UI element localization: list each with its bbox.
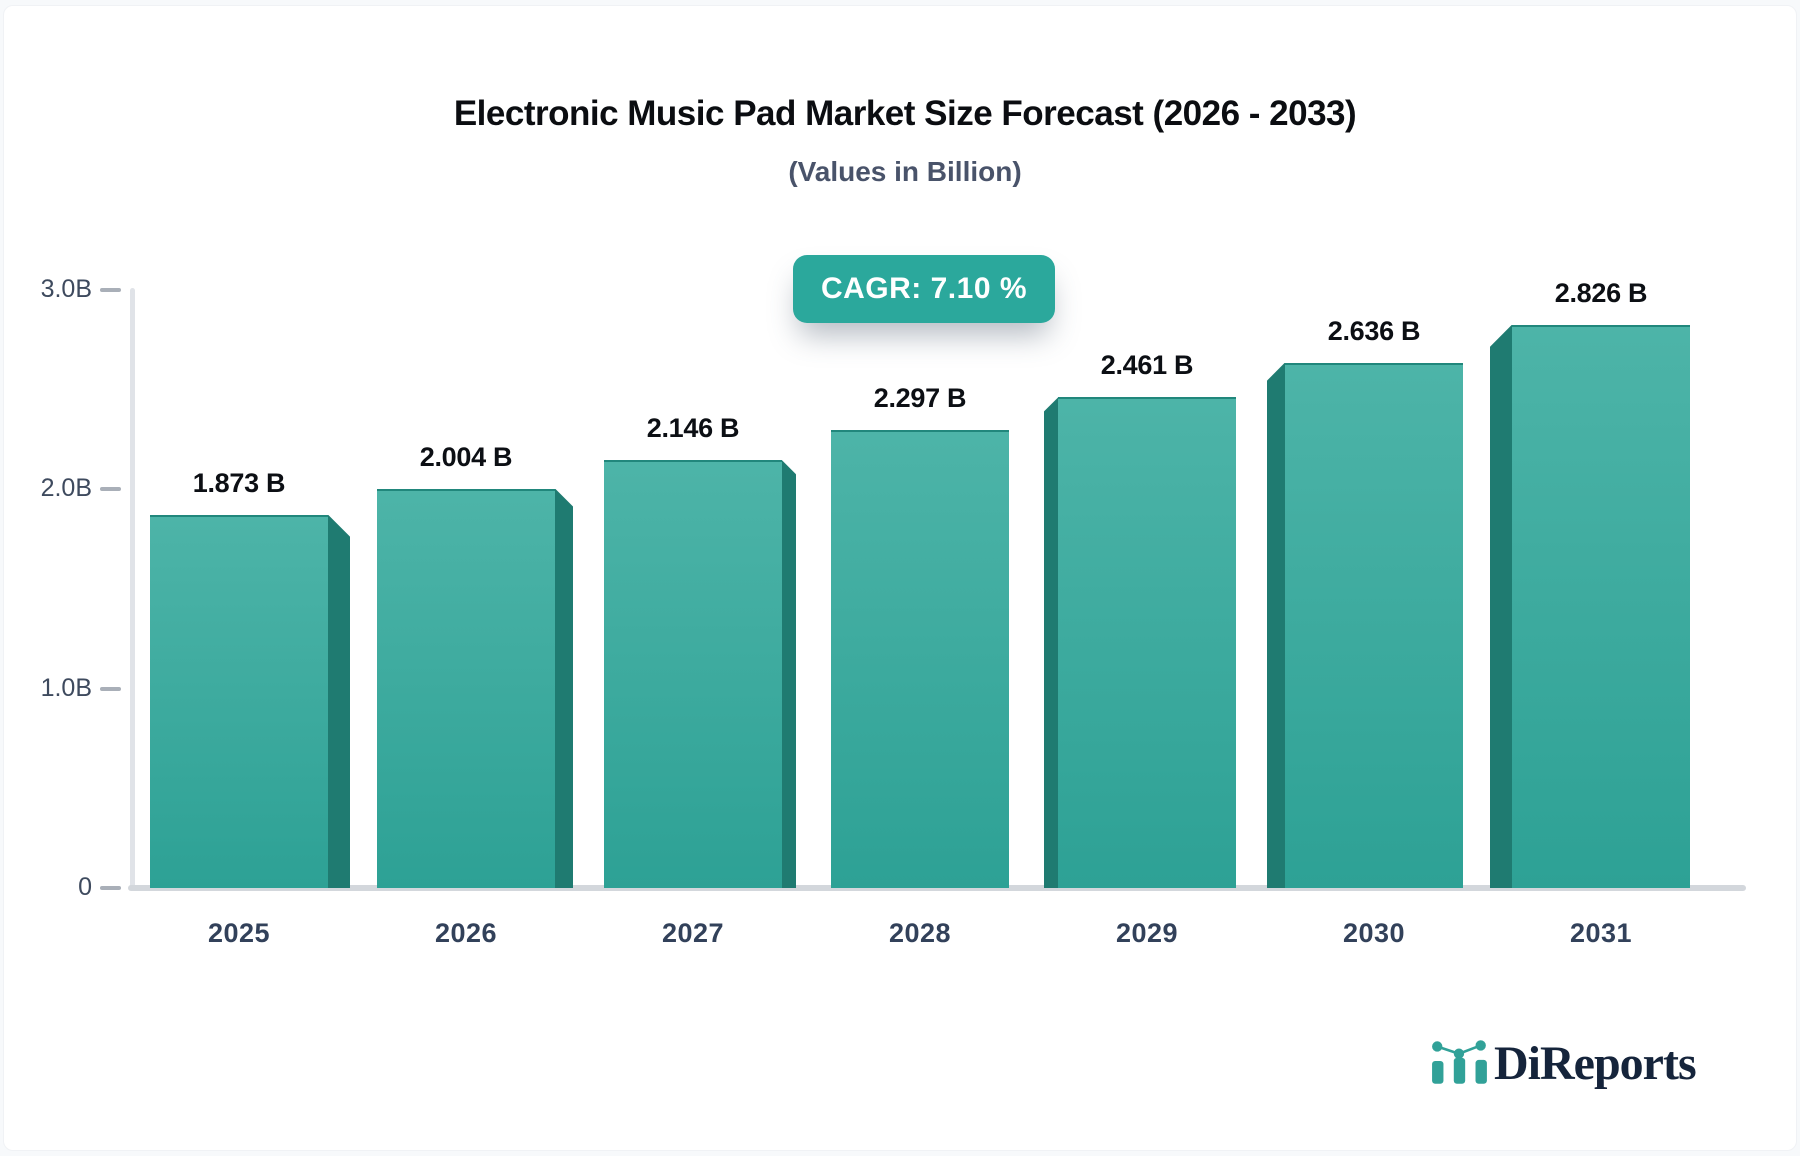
- bar-value-label: 1.873 B: [192, 467, 286, 498]
- logo-text: DiReports: [1494, 1037, 1697, 1090]
- x-axis-label: 2031: [1569, 918, 1633, 948]
- bar-side-3d: [1490, 324, 1512, 888]
- chart-title: Electronic Music Pad Market Size Forecas…: [453, 94, 1357, 133]
- y-tick-label: 1.0B: [40, 673, 92, 702]
- y-tick-label: 0: [78, 873, 92, 901]
- bar-side-3d: [555, 488, 573, 888]
- bar: [1285, 362, 1463, 888]
- y-tick: [100, 886, 121, 890]
- y-tick: [100, 288, 121, 292]
- bar-side-3d: [782, 460, 796, 888]
- bar-chart-trend-icon: [1430, 1038, 1490, 1091]
- bar-value-label: 2.636 B: [1327, 315, 1421, 346]
- bar-value-label: 2.297 B: [873, 383, 967, 414]
- x-axis-label: 2029: [1115, 918, 1179, 948]
- bar: [377, 488, 555, 888]
- direports-logo: DiReports: [1430, 1037, 1697, 1091]
- bar-value-label: 2.826 B: [1554, 277, 1648, 308]
- y-tick-label: 2.0B: [40, 474, 92, 503]
- bar: [1058, 397, 1236, 888]
- bar: [1512, 324, 1690, 888]
- chart-subtitle: (Values in Billion): [788, 156, 1022, 187]
- bar-value-label: 2.461 B: [1100, 350, 1194, 381]
- y-tick: [100, 686, 121, 691]
- x-axis-label: 2027: [661, 918, 725, 948]
- bar-side-3d: [328, 514, 350, 888]
- x-axis-label: 2030: [1342, 918, 1406, 948]
- x-axis-label: 2025: [207, 918, 271, 948]
- x-axis-line: [128, 885, 1746, 891]
- bar-side-3d: [1044, 397, 1058, 888]
- cagr-badge-label: CAGR: 7.10 %: [820, 272, 1028, 305]
- x-axis-label: 2026: [434, 918, 498, 948]
- cagr-badge: CAGR: 7.10 %: [793, 255, 1055, 323]
- bar-value-label: 2.004 B: [419, 441, 513, 472]
- bar-value-label: 2.146 B: [646, 413, 740, 444]
- bar: [150, 514, 328, 888]
- y-tick-label: 3.0B: [40, 275, 92, 303]
- bar: [604, 460, 782, 888]
- y-axis-line: [130, 288, 135, 891]
- bar-side-3d: [1267, 362, 1285, 888]
- bar: [831, 430, 1009, 888]
- y-tick: [100, 487, 121, 492]
- x-axis-label: 2028: [888, 918, 952, 948]
